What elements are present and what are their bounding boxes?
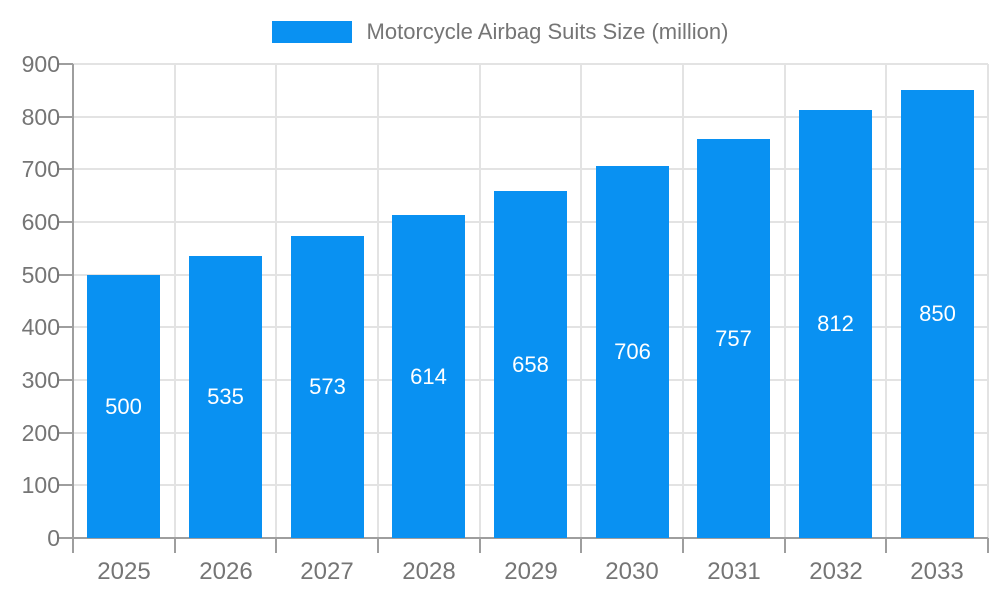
- x-tick-label: 2028: [402, 558, 456, 585]
- bar[interactable]: 614: [392, 215, 465, 538]
- x-axis-tick: [174, 538, 176, 553]
- x-tick-label: 2029: [504, 558, 558, 585]
- x-axis-tick: [784, 538, 786, 553]
- v-gridline: [377, 64, 379, 538]
- bar[interactable]: 658: [494, 191, 567, 538]
- legend-label[interactable]: Motorcycle Airbag Suits Size (million): [366, 19, 729, 44]
- y-tick-label: 200: [21, 420, 60, 446]
- bar-value-label: 757: [715, 325, 752, 351]
- h-gridline: [73, 63, 988, 65]
- y-tick-label: 900: [21, 51, 60, 77]
- y-axis-tick: [57, 484, 73, 486]
- h-gridline: [73, 116, 988, 118]
- y-axis-line: [72, 64, 74, 553]
- y-tick-label: 500: [21, 262, 60, 288]
- y-tick-label: 400: [21, 314, 60, 340]
- v-gridline: [174, 64, 176, 538]
- x-tick-label: 2027: [300, 558, 354, 585]
- bar-value-label: 573: [309, 374, 346, 399]
- y-axis-tick: [57, 326, 73, 328]
- y-axis-tick: [57, 379, 73, 381]
- v-gridline: [682, 64, 684, 538]
- x-axis-tick: [479, 538, 481, 553]
- bar-value-label: 658: [512, 351, 549, 377]
- bar[interactable]: 850: [901, 90, 974, 538]
- y-axis-tick: [57, 274, 73, 276]
- x-tick-label: 2030: [605, 558, 659, 585]
- x-tick-label: 2026: [199, 558, 253, 585]
- v-gridline: [987, 64, 989, 538]
- h-gridline: [73, 168, 988, 170]
- bar[interactable]: 812: [799, 110, 872, 538]
- x-tick-label: 2025: [97, 558, 151, 585]
- v-gridline: [580, 64, 582, 538]
- y-tick-label: 600: [21, 209, 60, 235]
- y-axis-tick: [57, 116, 73, 118]
- bar-value-label: 535: [207, 384, 244, 409]
- y-axis-tick: [57, 221, 73, 223]
- bar-value-label: 614: [410, 363, 447, 389]
- x-tick-label: 2033: [910, 558, 964, 585]
- bar[interactable]: 535: [189, 256, 262, 538]
- x-axis-tick: [580, 538, 582, 553]
- x-axis-tick: [377, 538, 379, 553]
- x-axis-tick: [885, 538, 887, 553]
- y-tick-label: 300: [21, 367, 60, 393]
- v-gridline: [784, 64, 786, 538]
- y-axis-tick: [57, 63, 73, 65]
- x-axis-tick: [682, 538, 684, 553]
- y-tick-label: 100: [21, 472, 60, 498]
- bar-value-label: 812: [817, 311, 854, 336]
- x-axis-tick: [987, 538, 989, 553]
- x-tick-label: 2032: [809, 558, 863, 585]
- bar-value-label: 706: [614, 339, 651, 364]
- bar-value-label: 850: [919, 301, 956, 326]
- y-tick-label: 800: [21, 104, 60, 130]
- bar[interactable]: 757: [697, 139, 770, 538]
- bar[interactable]: 706: [596, 166, 669, 538]
- x-tick-label: 2031: [707, 558, 761, 585]
- v-gridline: [885, 64, 887, 538]
- v-gridline: [479, 64, 481, 538]
- y-tick-label: 700: [21, 156, 60, 182]
- bar[interactable]: 500: [87, 275, 160, 538]
- legend-swatch[interactable]: [271, 21, 352, 43]
- legend: Motorcycle Airbag Suits Size (million): [0, 19, 1000, 45]
- y-tick-label: 0: [47, 525, 60, 551]
- x-axis-tick: [275, 538, 277, 553]
- y-axis-tick: [57, 168, 73, 170]
- v-gridline: [275, 64, 277, 538]
- y-axis-tick: [57, 432, 73, 434]
- x-axis-line: [57, 537, 988, 539]
- bar-value-label: 500: [105, 393, 142, 419]
- bar[interactable]: 573: [291, 236, 364, 538]
